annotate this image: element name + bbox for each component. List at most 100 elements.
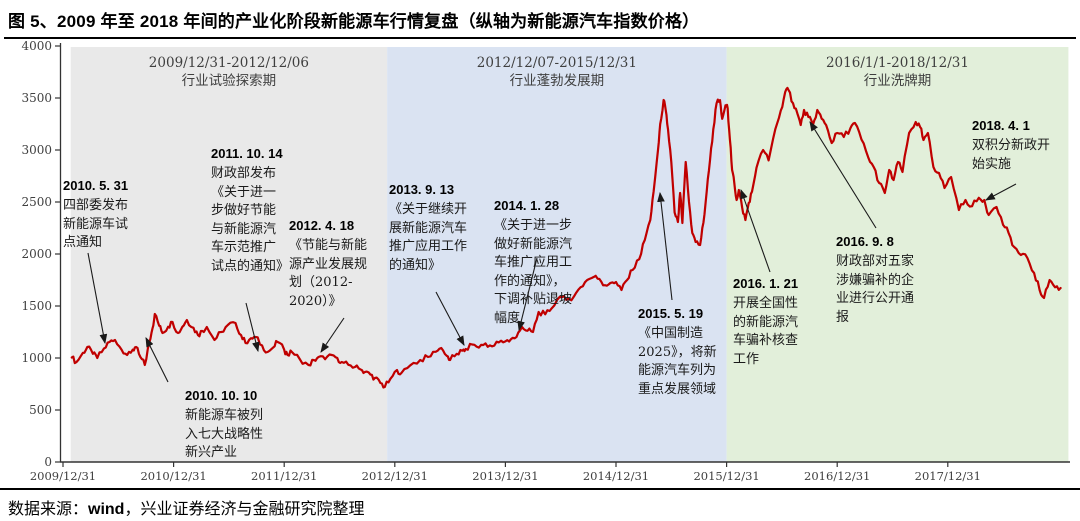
annotation-text-line: 点通知 [63,235,103,250]
x-tick-label: 2016/12/31 [804,469,870,483]
title-divider [4,37,1076,39]
price-line [70,86,1062,389]
annotation-text-line: 车骗补核查 [733,333,799,348]
annotation-text-line: 划（2012- [289,275,353,290]
data-source-note: 数据来源：wind，兴业证券经济与金融研究院整理 [8,495,364,519]
annotation-arrow [740,188,771,273]
annotation-text-line: 作的通知》， [494,273,566,289]
x-tick-label: 2014/12/31 [583,469,649,483]
annotation-text-line: 做好新能源汽 [494,236,573,252]
annotation-text-line: 工作 [733,351,760,367]
annotation-date: 2014. 1. 28 [494,198,560,213]
annotation-block: 2016. 9. 8 财政部对五家 涉嫌骗补的企 业进行公开通报 [836,234,914,327]
period-band [726,47,1069,462]
annotation-block: 2012. 4. 18 《节能与新能 源产业发展规 划（2012- 2020）》 [289,218,367,311]
annotation-text-line: 双积分新政开 [972,138,1051,153]
annotation-date: 2010. 10. 10 [185,388,258,403]
x-tick-label: 2011/12/31 [251,469,317,483]
annotation-arrow [657,191,673,301]
x-tick-label: 2017/12/31 [915,469,981,483]
annotation-text-line: 新能源车被列 [185,408,264,423]
annotation-arrow [245,302,260,353]
annotation-arrow [517,257,538,332]
annotation-arrow [145,337,169,383]
period-header: 2016/1/1-2018/12/31 行业洗牌期 [826,55,969,90]
period-header: 2012/12/07-2015/12/31 行业蓬勃发展期 [477,55,637,90]
annotation-text-line: 入七大战略性 [185,426,264,442]
annotation-date: 2015. 5. 19 [638,306,704,321]
annotation-block: 2018. 4. 1 双积分新政开 始实施 [972,118,1050,174]
x-tick-label: 2012/12/31 [362,469,428,483]
data-source-prefix: 数据来源： [8,501,89,518]
annotation-text-line: 四部委发布 [63,198,129,213]
annotation-arrow [809,121,877,229]
annotation-date: 2016. 1. 21 [733,276,799,291]
annotation-text-line: 涉嫌骗补的企 [836,272,915,288]
annotation-text-line: 与新能源汽 [211,221,277,237]
annotation-text-line: 开展全国性 [733,296,799,311]
period-phase: 行业洗牌期 [863,72,932,89]
y-tick-label: 0 [44,455,52,469]
annotation-block: 2014. 1. 28 《关于进一步 做好新能源汽 车推广应用工 作的通知》， 下调补贴退… [494,198,572,328]
annotation-text-line: 推广应用工作 [389,239,468,254]
annotation-text-line: 的通知》 [389,257,442,273]
annotation-arrow [320,317,345,353]
annotation-text-line: 的新能源汽 [733,314,799,330]
annotation-text-line: 《关于进一 [211,184,277,200]
data-source-suffix: ，兴业证券经济与金融研究院整理 [124,501,365,518]
y-tick-label: 1000 [21,351,52,365]
annotation-text-line: 步做好节能 [211,203,277,218]
annotation-text-line: 财政部发布 [211,166,277,181]
annotation-text-line: 重点发展领域 [638,381,717,397]
annotation-block: 2015. 5. 19 《中国制造 2025》，将新 能源汽车列为 重点发展领域 [638,306,717,399]
annotation-block: 2010. 10. 10 新能源车被列 入七大战略性 新兴产业 [185,388,263,463]
annotation-date: 2013. 9. 13 [389,182,455,197]
y-tick-label: 3500 [21,91,52,105]
y-tick-label: 500 [29,403,52,417]
annotation-block: 2010. 5. 31 四部委发布 新能源车试 点通知 [63,178,128,253]
footer-divider [0,488,1080,490]
period-range: 2012/12/07-2015/12/31 [476,55,637,71]
annotation-text-line: 幅度 [494,310,521,326]
annotation-date: 2012. 4. 18 [289,218,355,233]
period-phase: 行业蓬勃发展期 [509,72,605,89]
annotation-text-line: 财政部对五家 [836,254,915,269]
y-tick-label: 2500 [21,195,52,209]
annotation-text-line: 车推广应用工 [494,255,573,270]
annotation-text-line: 《节能与新能 [289,238,368,253]
x-tick-label: 2013/12/31 [472,469,538,483]
x-tick-label: 2010/12/31 [140,469,206,483]
annotation-text-line: 源产业发展规 [289,256,368,272]
period-header: 2009/12/31-2012/12/06 行业试验探索期 [149,55,309,90]
data-source-name: wind [88,501,125,518]
annotation-text-line: 报 [836,309,850,325]
annotation-block: 2016. 1. 21 开展全国性的新能源汽车骗补核查工作 [733,276,798,369]
annotation-text-line: 始实施 [972,156,1012,172]
annotation-text-line: 2025》，将新 [638,344,717,360]
annotation-block: 2013. 9. 13 《关于继续开 展新能源汽车 推广应用工作 的通知》 [389,182,467,275]
x-tick-label: 2015/12/31 [693,469,759,483]
annotation-text-line: 《关于继续开 [389,202,468,217]
annotation-arrow [87,252,108,345]
annotation-arrow [985,183,1017,201]
annotation-date: 2018. 4. 1 [972,118,1030,133]
annotation-block: 2011. 10. 14 财政部发布 《关于进一 步做好节能 与新能源汽 车示范推广 试点的… [211,146,289,276]
annotation-date: 2010. 5. 31 [63,178,129,193]
y-tick-label: 3000 [21,143,52,157]
figure-title: 图 5、2009 年至 2018 年间的产业化阶段新能源车行情复盘（纵轴为新能源… [8,12,700,31]
x-tick-label: 2009/12/31 [30,469,96,483]
annotation-text-line: 试点的通知》 [211,258,290,274]
annotation-arrow [435,291,465,346]
y-tick-label: 4000 [21,39,52,53]
annotation-text-line: 业进行公开通 [836,291,915,306]
annotation-text-line: 《中国制造 [638,326,704,341]
annotation-text-line: 2020）》 [289,293,342,309]
period-range: 2016/1/1-2018/12/31 [825,55,969,71]
period-band [70,47,387,462]
period-band [387,47,727,462]
y-tick-label: 1500 [21,299,52,313]
annotation-text-line: 能源汽车列为 [638,363,717,378]
annotation-text-line: 展新能源汽车 [389,220,468,236]
